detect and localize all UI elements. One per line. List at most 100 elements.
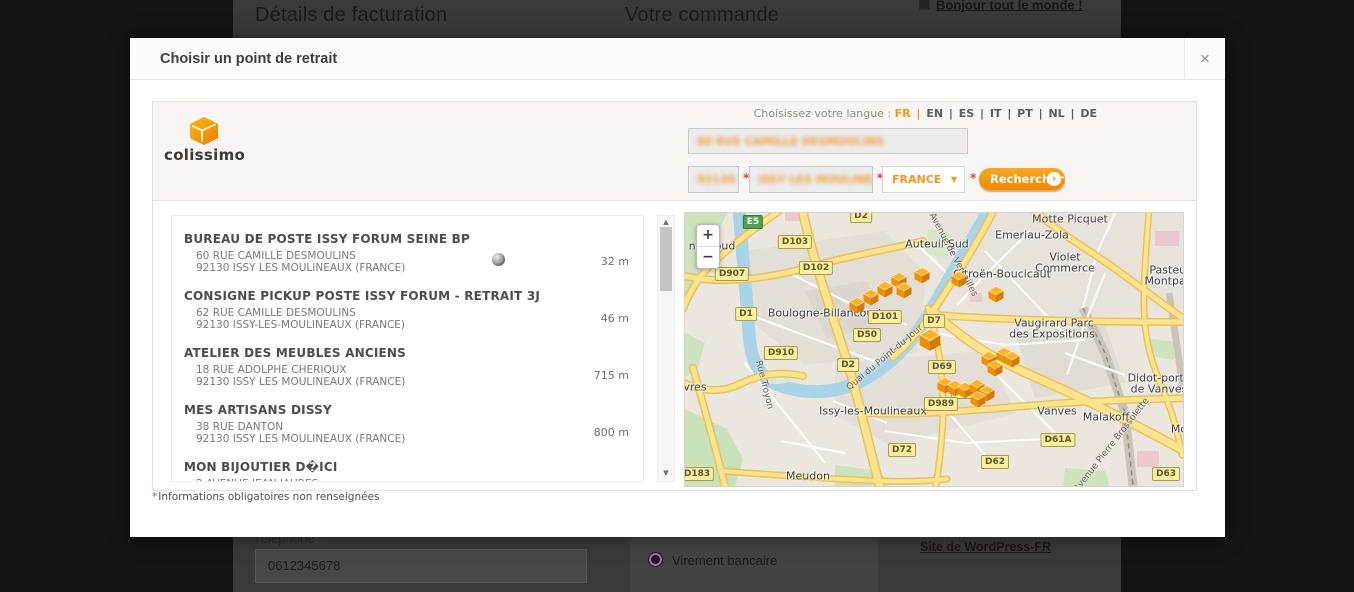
pickup-point-name: ATELIER DES MEUBLES ANCIENS xyxy=(184,346,633,360)
zip-input[interactable]: 92130 xyxy=(688,166,739,193)
close-button[interactable]: × xyxy=(1184,38,1225,79)
map-overlay: nt-CloudMotte PicquetEmeriau-ZolaAuteuil… xyxy=(685,213,1183,486)
parcel-marker-icon[interactable] xyxy=(878,281,893,301)
pickup-point-distance: 32 m xyxy=(601,255,629,268)
parcel-marker-icon[interactable] xyxy=(952,271,967,291)
pickup-point-address: 18 RUE ADOLPHE CHERIOUX92130 ISSY LES MO… xyxy=(196,364,633,388)
map[interactable]: nt-CloudMotte PicquetEmeriau-ZolaAuteuil… xyxy=(684,212,1184,487)
city-input[interactable]: ISSY LES MOULINEAUX xyxy=(749,166,873,193)
map-place-label: vres xyxy=(684,381,707,394)
language-options: FR | EN | ES | IT | PT | NL | DE xyxy=(895,107,1097,120)
hello-world-row: Bonjour tout le monde ! xyxy=(919,0,1083,12)
language-link-nl[interactable]: NL xyxy=(1048,107,1064,120)
language-link-it[interactable]: IT xyxy=(990,107,1002,120)
pickup-point-item[interactable]: MES ARTISANS DISSY38 RUE DANTON92130 ISS… xyxy=(172,393,643,450)
address-value: 60 RUE CAMILLE DESMOULINS xyxy=(689,129,967,148)
pickup-point-distance: 46 m xyxy=(601,312,629,325)
pickup-point-distance: 715 m xyxy=(594,369,629,382)
brand-name: colissimo xyxy=(164,146,244,164)
road-badge: D50 xyxy=(853,328,881,342)
road-badge: D907 xyxy=(715,267,749,281)
pickup-point-address: 2 AVENUE JEAN JAURES xyxy=(196,478,633,482)
language-label: Choisissez votre langue : xyxy=(754,107,892,120)
pickup-point-name: BUREAU DE POSTE ISSY FORUM SEINE BP xyxy=(184,232,633,246)
scroll-down-icon[interactable]: ▼ xyxy=(658,467,674,480)
globe-icon xyxy=(492,253,505,266)
map-place-label: Mo xyxy=(1171,423,1184,436)
map-place-label: Auteuil-Sud xyxy=(905,238,969,251)
parcel-marker-icon[interactable] xyxy=(897,282,912,302)
road-badge: D72 xyxy=(888,443,916,457)
billing-details-heading: Détails de facturation xyxy=(255,4,447,27)
pickup-point-distance: 800 m xyxy=(594,426,629,439)
road-badge: D62 xyxy=(981,455,1009,469)
comment-icon xyxy=(919,0,930,10)
parcel-marker-icon[interactable] xyxy=(864,289,879,309)
language-link-es[interactable]: ES xyxy=(959,107,974,120)
parcel-marker-icon[interactable] xyxy=(920,329,941,355)
road-badge: D2 xyxy=(850,212,872,223)
wordpress-site-link[interactable]: Site de WordPress-FR xyxy=(920,540,1051,554)
city-value: ISSY LES MOULINEAUX xyxy=(750,167,872,186)
language-link-de[interactable]: DE xyxy=(1080,107,1097,120)
required-note: *Informations obligatoires non renseigné… xyxy=(152,491,380,503)
pickup-point-item[interactable]: MON BIJOUTIER D�ICI2 AVENUE JEAN JAURES xyxy=(172,450,643,482)
pickup-point-item[interactable]: BUREAU DE POSTE ISSY FORUM SEINE BP 60 RU… xyxy=(172,222,643,279)
country-required-star: * xyxy=(970,171,976,185)
map-place-label: Issy-les-Moulineaux xyxy=(819,405,927,418)
zoom-in-button[interactable]: + xyxy=(697,225,719,246)
parcel-marker-icon[interactable] xyxy=(988,360,1003,380)
scrollbar-thumb[interactable] xyxy=(660,227,672,291)
pickup-modal: Choisir un point de retrait × colissimo xyxy=(130,38,1225,537)
payment-box: Virement bancaire xyxy=(630,537,878,592)
payment-radio[interactable] xyxy=(648,552,663,567)
language-separator: | xyxy=(943,107,959,120)
address-input[interactable]: 60 RUE CAMILLE DESMOULINS xyxy=(688,128,968,154)
language-separator: | xyxy=(1001,107,1017,120)
country-select[interactable]: FRANCE ▼ xyxy=(882,166,965,193)
map-place-label: Montparnas xyxy=(1144,275,1184,288)
search-button[interactable]: Rechercher › xyxy=(979,168,1065,190)
pickup-list: BUREAU DE POSTE ISSY FORUM SEINE BP 60 RU… xyxy=(171,215,644,482)
map-place-label: Meudon xyxy=(786,470,830,483)
road-badge: D102 xyxy=(799,261,833,275)
map-zoom-control: + − xyxy=(696,224,720,269)
road-badge: D183 xyxy=(684,467,714,481)
road-badge: D69 xyxy=(928,360,956,374)
phone-value: 0612345678 xyxy=(256,550,586,573)
map-place-label: Emeriau-Zola xyxy=(995,229,1069,242)
road-badge: E5 xyxy=(743,215,763,229)
parcel-cube-icon xyxy=(189,117,219,145)
zip-value: 92130 xyxy=(689,167,738,186)
map-place-label: Vanves xyxy=(1037,405,1076,418)
required-star: * xyxy=(152,491,157,503)
road-badge: D910 xyxy=(764,346,798,360)
language-separator: | xyxy=(911,107,927,120)
zoom-out-button[interactable]: − xyxy=(697,246,719,268)
pickup-point-address: 60 RUE CAMILLE DESMOULINS92130 ISSY LES … xyxy=(196,250,633,274)
language-link-pt[interactable]: PT xyxy=(1017,107,1033,120)
page: Détails de facturation Votre commande Bo… xyxy=(0,0,1354,592)
pickup-point-item[interactable]: ATELIER DES MEUBLES ANCIENS 18 RUE ADOLPH… xyxy=(172,336,643,393)
language-separator: | xyxy=(1033,107,1049,120)
parcel-marker-icon[interactable] xyxy=(850,297,865,317)
road-badge: D1 xyxy=(735,307,757,321)
arrow-right-icon: › xyxy=(1047,172,1061,186)
language-link-en[interactable]: EN xyxy=(926,107,943,120)
map-street-label: Rue Troyon xyxy=(753,360,775,411)
parcel-marker-icon[interactable] xyxy=(915,267,930,287)
language-link-fr[interactable]: FR xyxy=(895,107,911,120)
pickup-point-name: MES ARTISANS DISSY xyxy=(184,403,633,417)
close-icon: × xyxy=(1200,49,1210,68)
required-note-text: Informations obligatoires non renseignée… xyxy=(158,491,379,503)
colissimo-widget: colissimo Choisissez votre langue : FR |… xyxy=(152,101,1197,491)
phone-input[interactable]: 0612345678 xyxy=(255,549,587,583)
map-place-label: de Vanves xyxy=(1131,383,1184,396)
pickup-point-item[interactable]: CONSIGNE PICKUP POSTE ISSY FORUM - RETRA… xyxy=(172,279,643,336)
parcel-marker-icon[interactable] xyxy=(989,286,1004,306)
parcel-marker-icon[interactable] xyxy=(1005,351,1020,371)
hello-world-link[interactable]: Bonjour tout le monde ! xyxy=(936,0,1083,12)
list-scrollbar[interactable]: ▲ ▼ xyxy=(657,215,675,482)
language-separator: | xyxy=(974,107,990,120)
parcel-marker-icon[interactable] xyxy=(971,391,986,411)
